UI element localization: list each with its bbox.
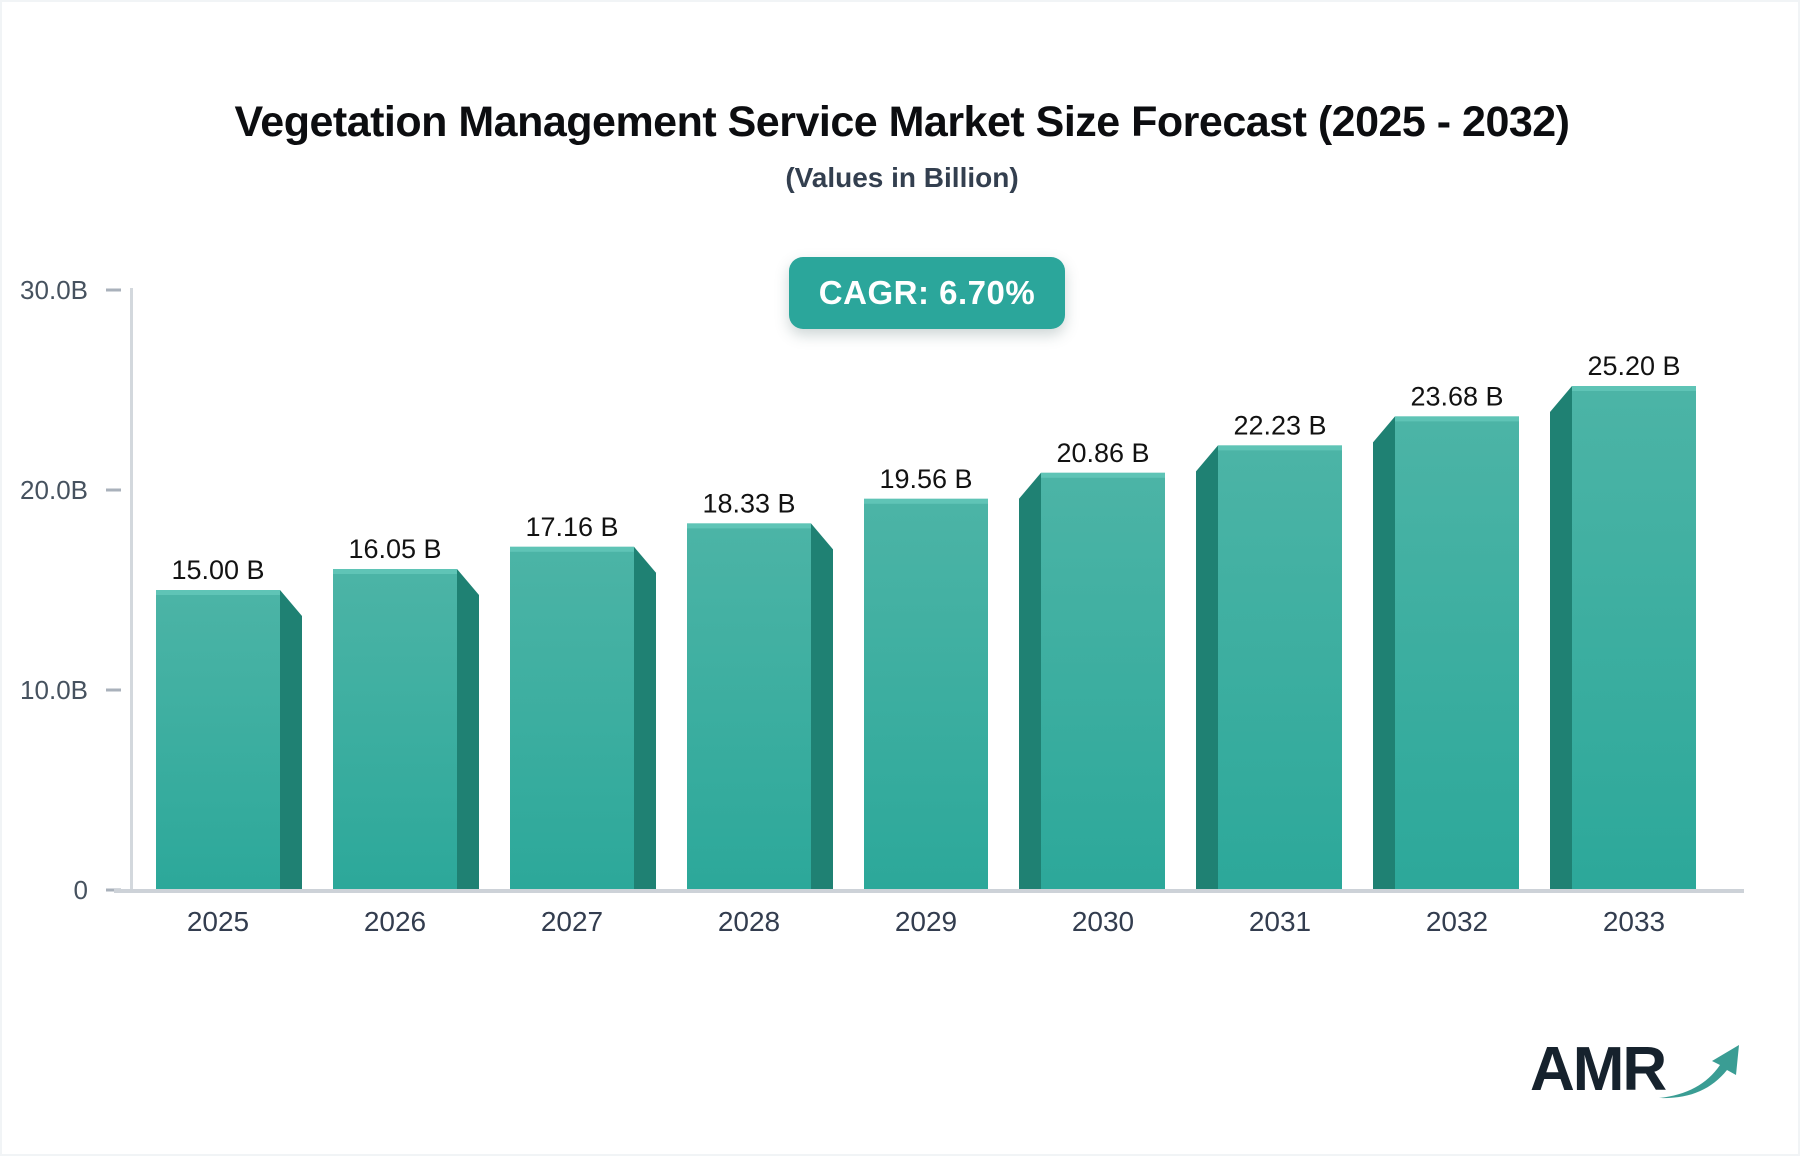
x-axis-label: 2027 xyxy=(541,906,603,937)
bar-2025: 15.00 B 2025 xyxy=(156,555,302,937)
bar-2031: 22.23 B 2031 xyxy=(1196,410,1342,937)
bar-value-label: 18.33 B xyxy=(702,488,795,518)
x-axis-label: 2025 xyxy=(187,906,249,937)
bar-front-face xyxy=(333,569,457,890)
bar-side-face xyxy=(1373,416,1395,890)
bar-front-face xyxy=(1218,445,1342,890)
bar-front-face xyxy=(156,590,280,890)
bar-value-label: 22.23 B xyxy=(1233,410,1326,440)
y-axis-tick-label: 0 xyxy=(74,875,88,905)
x-axis-label: 2031 xyxy=(1249,906,1311,937)
y-axis-tick-label: 20.0B xyxy=(20,475,88,505)
bar-value-label: 19.56 B xyxy=(879,464,972,494)
bar-side-face xyxy=(811,523,833,890)
amr-logo: AMR xyxy=(1530,1030,1760,1110)
y-axis-tick xyxy=(106,488,121,492)
bar-2026: 16.05 B 2026 xyxy=(333,534,479,937)
x-axis-label: 2030 xyxy=(1072,906,1134,937)
x-axis-label: 2026 xyxy=(364,906,426,937)
bar-value-label: 23.68 B xyxy=(1410,381,1503,411)
y-axis-tick-label: 30.0B xyxy=(20,275,88,305)
y-axis-tick-label: 10.0B xyxy=(20,675,88,705)
bar-value-label: 20.86 B xyxy=(1056,438,1149,468)
bar-top-highlight xyxy=(1041,472,1165,478)
bar-value-label: 16.05 B xyxy=(348,534,441,564)
bar-top-highlight xyxy=(156,590,280,595)
bar-2033: 25.20 B 2033 xyxy=(1550,351,1696,937)
bar-side-face xyxy=(1019,472,1041,890)
bar-top-highlight xyxy=(1395,416,1519,422)
amr-logo-text: AMR xyxy=(1530,1035,1667,1104)
bar-side-face xyxy=(1550,386,1572,890)
cagr-badge: CAGR: 6.70% xyxy=(789,257,1065,329)
bar-2029: 19.56 B 2029 xyxy=(864,464,988,937)
bar-front-face xyxy=(1572,386,1696,890)
bar-front-face xyxy=(864,498,988,890)
bar-top-highlight xyxy=(864,498,988,504)
bar-side-face xyxy=(457,569,479,890)
bar-front-face xyxy=(687,523,811,890)
x-axis-label: 2032 xyxy=(1426,906,1488,937)
bar-front-face xyxy=(1041,472,1165,890)
bar-2032: 23.68 B 2032 xyxy=(1373,381,1519,937)
bar-top-highlight xyxy=(1572,386,1696,391)
bar-2027: 17.16 B 2027 xyxy=(510,512,656,937)
bar-top-highlight xyxy=(687,523,811,529)
y-axis-tick xyxy=(106,288,121,292)
bar-value-label: 17.16 B xyxy=(525,512,618,542)
cagr-badge-label: CAGR: 6.70% xyxy=(818,274,1036,311)
x-axis-line xyxy=(114,889,1744,893)
chart-title: Vegetation Management Service Market Siz… xyxy=(234,98,1570,146)
y-axis-tick xyxy=(106,888,121,892)
bar-top-highlight xyxy=(510,546,634,552)
bar-2028: 18.33 B 2028 xyxy=(687,488,833,937)
bar-2030: 20.86 B 2030 xyxy=(1019,438,1165,937)
bar-side-face xyxy=(280,590,302,890)
bar-side-face xyxy=(1196,445,1218,890)
bar-value-label: 25.20 B xyxy=(1587,351,1680,381)
bar-top-highlight xyxy=(333,569,457,574)
bar-value-label: 15.00 B xyxy=(171,555,264,585)
x-axis-label: 2029 xyxy=(895,906,957,937)
y-axis-tick xyxy=(106,688,121,692)
chart-subtitle: (Values in Billion) xyxy=(785,162,1019,193)
x-axis-label: 2028 xyxy=(718,906,780,937)
trend-arrow-icon xyxy=(1659,1045,1740,1099)
bar-front-face xyxy=(510,546,634,890)
x-axis-label: 2033 xyxy=(1603,906,1665,937)
bar-side-face xyxy=(634,546,656,890)
bar-top-highlight xyxy=(1218,445,1342,451)
bar-front-face xyxy=(1395,416,1519,890)
y-axis-line xyxy=(130,288,133,890)
